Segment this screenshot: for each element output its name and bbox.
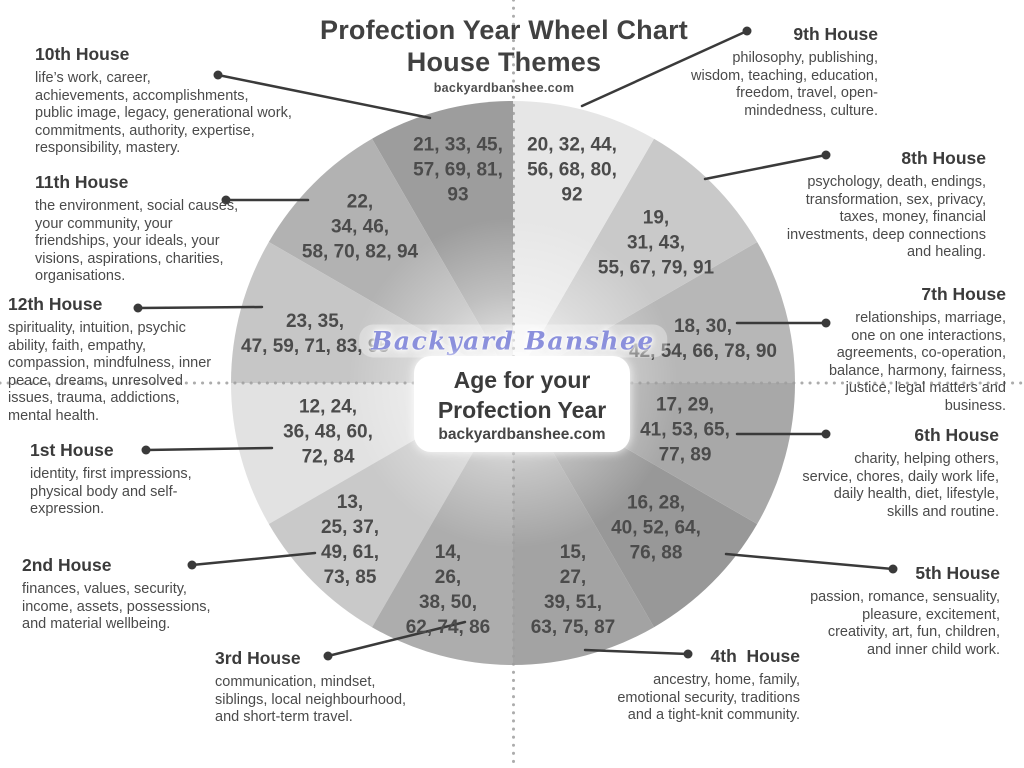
house-name-8th: 8th House — [901, 148, 986, 168]
center-label-box: Age for your Profection Year backyardban… — [414, 356, 630, 452]
house-description-5th: passion, romance, sensuality, pleasure, … — [810, 589, 1000, 658]
title-website: backyardbanshee.com — [433, 81, 575, 95]
house-description-1st: identity, first impressions, physical bo… — [30, 466, 192, 518]
title-line-1: Profection Year Wheel Chart — [319, 15, 688, 45]
segment-ages-10th-house: 21, 33, 45, 57, 69, 81, 93 — [413, 134, 503, 206]
center-website: backyardbanshee.com — [438, 426, 606, 443]
house-label-1st-house: 1st House identity, first impressions, ph… — [30, 440, 250, 519]
leader-dot-9th-house — [742, 26, 752, 36]
leader-line-3rd-house — [326, 620, 467, 658]
house-description-8th: psychology, death, endings, transformati… — [786, 174, 986, 261]
leader-line-8th-house — [703, 153, 828, 181]
center-label-line-2: Profection Year — [437, 397, 607, 423]
leader-dot-4th-house — [683, 649, 693, 659]
house-name-12th: 12th House — [8, 294, 103, 314]
segment-ages-11th-house: 22, 34, 46, 58, 70, 82, 94 — [301, 191, 419, 263]
segment-ages-2nd-house: 13, 25, 37, 49, 61, 73, 85 — [320, 492, 380, 588]
title-line-2: House Themes — [406, 47, 602, 77]
page-title: Profection Year Wheel Chart House Themes… — [284, 14, 724, 95]
house-description-10th: life’s work, career, achievements, accom… — [35, 70, 292, 157]
leader-dot-5th-house — [888, 564, 898, 574]
house-label-12th-house: 12th House spirituality, intuition, psych… — [8, 294, 236, 426]
house-name-2nd: 2nd House — [22, 555, 112, 575]
center-label-line-1: Age for your — [453, 367, 591, 393]
segment-ages-5th-house: 16, 28, 40, 52, 64, 76, 88 — [611, 492, 701, 564]
leader-line-12th-house — [136, 305, 264, 310]
segment-ages-7th-house: 18, 30, 42, 54, 66, 78, 90 — [629, 316, 777, 362]
leader-dot-8th-house — [821, 150, 831, 160]
house-label-3rd-house: 3rd House communication, mindset, sibling… — [215, 648, 455, 727]
leader-dot-12th-house — [133, 303, 143, 313]
leader-line-9th-house — [580, 29, 749, 108]
leader-line-1st-house — [144, 446, 274, 452]
house-description-2nd: finances, values, security, income, asse… — [22, 581, 211, 633]
house-label-7th-house: 7th House relationships, marriage, one on… — [752, 284, 1006, 416]
leader-line-5th-house — [724, 552, 895, 571]
leader-dot-1st-house — [141, 445, 151, 455]
house-label-4th-house: 4th House ancestry, home, family, emotion… — [565, 646, 800, 725]
leader-dot-10th-house — [213, 70, 223, 80]
house-name-7th: 7th House — [921, 284, 1006, 304]
leader-line-4th-house — [583, 648, 690, 656]
house-name-4th: 4th House — [710, 646, 800, 666]
leader-dot-6th-house — [821, 429, 831, 439]
leader-dot-11th-house — [221, 195, 231, 205]
leader-dot-3rd-house — [323, 651, 333, 661]
house-description-9th: philosophy, publishing, wisdom, teaching… — [691, 50, 878, 119]
house-name-5th: 5th House — [915, 563, 1000, 583]
leader-dot-2nd-house — [187, 560, 197, 570]
house-label-5th-house: 5th House passion, romance, sensuality, p… — [758, 563, 1000, 659]
house-name-6th: 6th House — [914, 425, 999, 445]
house-label-11th-house: 11th House the environment, social causes… — [35, 172, 280, 286]
house-label-9th-house: 9th House philosophy, publishing, wisdom,… — [660, 24, 878, 120]
watermark-script-logo: Backyard Banshee — [359, 324, 667, 358]
house-label-6th-house: 6th House charity, helping others, servic… — [751, 425, 999, 521]
house-label-8th-house: 8th House psychology, death, endings, tra… — [734, 148, 986, 262]
house-name-1st: 1st House — [30, 440, 114, 460]
house-label-2nd-house: 2nd House finances, values, security, inc… — [22, 555, 242, 634]
leader-line-2nd-house — [190, 551, 317, 567]
house-description-6th: charity, helping others, service, chores… — [802, 451, 999, 520]
house-description-12th: spirituality, intuition, psychic ability… — [8, 320, 212, 424]
segment-ages-1st-house: 12, 24, 36, 48, 60, 72, 84 — [283, 396, 373, 468]
segment-ages-6th-house: 17, 29, 41, 53, 65, 77, 89 — [640, 394, 730, 466]
house-description-11th: the environment, social causes, your com… — [35, 198, 239, 285]
house-name-3rd: 3rd House — [215, 648, 301, 668]
house-name-10th: 10th House — [35, 44, 130, 64]
house-description-7th: relationships, marriage, one on one inte… — [828, 310, 1006, 414]
segment-ages-12th-house: 23, 35, 47, 59, 71, 83, 95 — [241, 311, 389, 357]
house-name-11th: 11th House — [35, 172, 129, 192]
house-label-10th-house: 10th House life’s work, career, achieveme… — [35, 44, 345, 158]
leader-line-10th-house — [216, 73, 432, 120]
segment-ages-9th-house: 20, 32, 44, 56, 68, 80, 92 — [527, 134, 617, 206]
segment-ages-3rd-house: 14, 26, 38, 50, 62, 74, 86 — [405, 542, 491, 638]
segment-ages-4th-house: 15, 27, 39, 51, 63, 75, 87 — [530, 542, 616, 638]
segment-ages-8th-house: 19, 31, 43, 55, 67, 79, 91 — [597, 207, 715, 279]
house-description-3rd: communication, mindset, siblings, local … — [215, 674, 407, 726]
leader-dot-7th-house — [821, 318, 831, 328]
house-name-9th: 9th House — [793, 24, 878, 44]
house-description-4th: ancestry, home, family, emotional securi… — [617, 672, 800, 724]
